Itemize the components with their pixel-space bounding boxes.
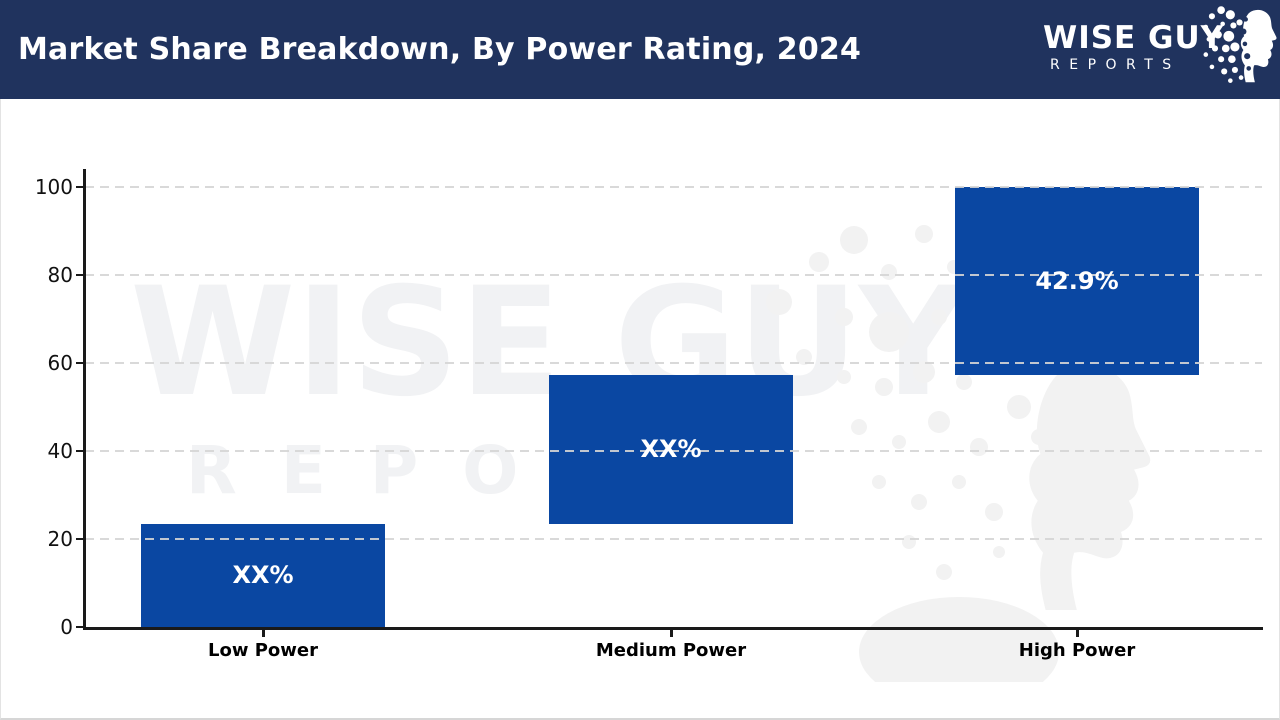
x-tick-mark <box>670 629 673 637</box>
y-tick-mark <box>76 186 84 188</box>
gridline-60 <box>85 362 1262 364</box>
bar-low-power <box>141 523 385 627</box>
brand-face-icon <box>1203 6 1277 83</box>
y-tick-mark <box>76 450 84 452</box>
y-tick-mark <box>76 274 84 276</box>
brand-wordmark: WISE GUY <box>1043 20 1225 56</box>
x-axis-category-label-medium-power: Medium Power <box>595 640 747 661</box>
y-tick-mark <box>76 626 84 628</box>
watermark-face-icon <box>766 225 1151 682</box>
y-tick-mark <box>76 362 84 364</box>
y-axis-tick-label: 80 <box>47 263 73 287</box>
x-tick-mark <box>1076 629 1079 637</box>
x-axis-category-label-high-power: High Power <box>1018 640 1136 661</box>
brand-subtitle: REPORTS <box>1050 57 1181 73</box>
y-axis-tick-label: 0 <box>60 615 73 639</box>
bar-high-power <box>955 187 1199 375</box>
gridline-20 <box>85 538 1262 540</box>
header-bar: Market Share Breakdown, By Power Rating,… <box>0 0 1280 99</box>
x-axis-line <box>83 627 1263 630</box>
y-axis-tick-label: 100 <box>34 175 73 199</box>
bar-medium-power <box>549 374 793 524</box>
gridline-80 <box>85 274 1262 276</box>
y-axis-line <box>83 169 86 630</box>
y-axis-tick-label: 60 <box>47 351 73 375</box>
y-tick-mark <box>76 538 84 540</box>
page-title: Market Share Breakdown, By Power Rating,… <box>18 32 862 67</box>
bar-value-label-low-power: XX% <box>232 561 294 590</box>
bar-value-label-medium-power: XX% <box>640 435 702 464</box>
watermark-wordmark: WISE GUY <box>130 256 968 430</box>
gridline-100 <box>85 186 1262 188</box>
x-axis-category-label-low-power: Low Power <box>207 640 318 661</box>
gridline-40 <box>85 450 1262 452</box>
bar-value-label-high-power: 42.9% <box>1035 266 1119 295</box>
y-axis-tick-label: 40 <box>47 439 73 463</box>
x-tick-mark <box>262 629 265 637</box>
y-axis-tick-label: 20 <box>47 527 73 551</box>
